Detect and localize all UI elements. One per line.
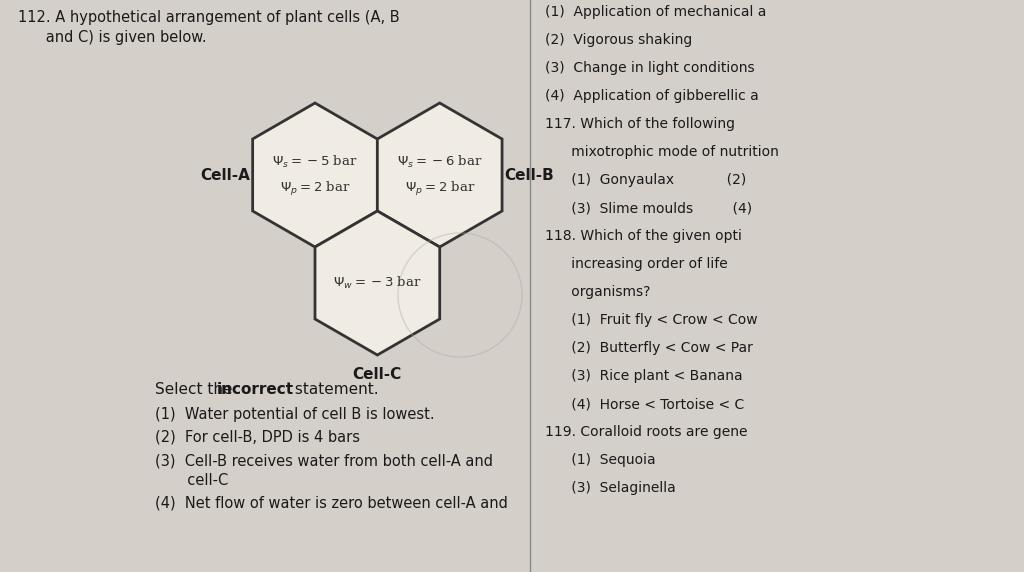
- Text: (2)  For cell-B, DPD is 4 bars: (2) For cell-B, DPD is 4 bars: [155, 430, 360, 445]
- Text: $\Psi_p = 2$ bar: $\Psi_p = 2$ bar: [404, 180, 475, 198]
- Text: (3)  Rice plant < Banana: (3) Rice plant < Banana: [545, 369, 742, 383]
- Text: statement.: statement.: [290, 382, 379, 397]
- Text: (3)  Slime moulds         (4): (3) Slime moulds (4): [545, 201, 752, 215]
- Text: $\Psi_w = -3$ bar: $\Psi_w = -3$ bar: [333, 275, 422, 291]
- Text: (4)  Net flow of water is zero between cell-A and: (4) Net flow of water is zero between ce…: [155, 496, 508, 511]
- Polygon shape: [253, 103, 378, 247]
- Text: (1)  Fruit fly < Crow < Cow: (1) Fruit fly < Crow < Cow: [545, 313, 758, 327]
- Text: $\Psi_p = 2$ bar: $\Psi_p = 2$ bar: [280, 180, 350, 198]
- Text: (4)  Application of gibberellic a: (4) Application of gibberellic a: [545, 89, 759, 103]
- Text: (1)  Application of mechanical a: (1) Application of mechanical a: [545, 5, 766, 19]
- Text: 119. Coralloid roots are gene: 119. Coralloid roots are gene: [545, 425, 748, 439]
- Polygon shape: [378, 103, 502, 247]
- Text: (3)  Cell-B receives water from both cell-A and: (3) Cell-B receives water from both cell…: [155, 453, 493, 468]
- Text: (1)  Water potential of cell B is lowest.: (1) Water potential of cell B is lowest.: [155, 407, 434, 422]
- Text: Cell-B: Cell-B: [505, 168, 554, 182]
- Text: 112. A hypothetical arrangement of plant cells (A, B: 112. A hypothetical arrangement of plant…: [18, 10, 399, 25]
- Text: Select the: Select the: [155, 382, 238, 397]
- Text: and C) is given below.: and C) is given below.: [18, 30, 207, 45]
- Text: (1)  Sequoia: (1) Sequoia: [545, 453, 655, 467]
- Text: organisms?: organisms?: [545, 285, 650, 299]
- Text: (2)  Butterfly < Cow < Par: (2) Butterfly < Cow < Par: [545, 341, 753, 355]
- Text: incorrect: incorrect: [217, 382, 294, 397]
- Text: increasing order of life: increasing order of life: [545, 257, 728, 271]
- Text: 117. Which of the following: 117. Which of the following: [545, 117, 735, 131]
- Polygon shape: [315, 211, 439, 355]
- Text: $\Psi_s = -5$ bar: $\Psi_s = -5$ bar: [272, 154, 357, 170]
- Text: (3)  Selaginella: (3) Selaginella: [545, 481, 676, 495]
- Text: 118. Which of the given opti: 118. Which of the given opti: [545, 229, 741, 243]
- Text: Cell-C: Cell-C: [352, 367, 402, 382]
- Text: (4)  Horse < Tortoise < C: (4) Horse < Tortoise < C: [545, 397, 744, 411]
- Text: Cell-A: Cell-A: [201, 168, 250, 182]
- Text: (2)  Vigorous shaking: (2) Vigorous shaking: [545, 33, 692, 47]
- Text: cell-C: cell-C: [155, 473, 228, 488]
- Text: mixotrophic mode of nutrition: mixotrophic mode of nutrition: [545, 145, 779, 159]
- Text: $\Psi_s = -6$ bar: $\Psi_s = -6$ bar: [397, 154, 482, 170]
- Text: (3)  Change in light conditions: (3) Change in light conditions: [545, 61, 755, 75]
- Text: (1)  Gonyaulax            (2): (1) Gonyaulax (2): [545, 173, 746, 187]
